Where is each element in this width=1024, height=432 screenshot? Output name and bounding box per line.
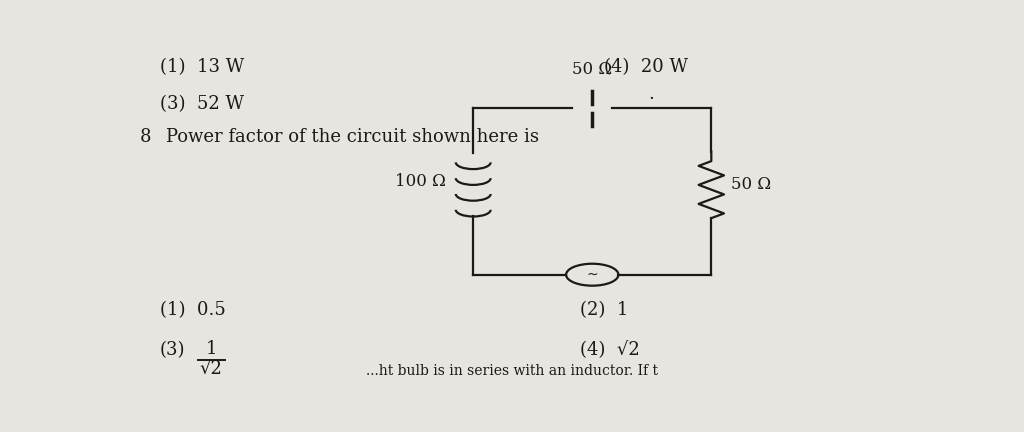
Text: ~: ~ (587, 268, 598, 282)
Text: (2)  1: (2) 1 (581, 302, 629, 319)
Text: 100 Ω: 100 Ω (394, 173, 445, 190)
Text: (3)  52 W: (3) 52 W (160, 95, 244, 113)
Text: 1: 1 (206, 340, 217, 358)
Text: (1)  0.5: (1) 0.5 (160, 302, 225, 319)
Text: 50 Ω: 50 Ω (731, 176, 771, 194)
Text: .: . (648, 85, 653, 103)
Text: (4)  √2: (4) √2 (581, 341, 640, 359)
Text: 50 Ω: 50 Ω (572, 61, 612, 79)
Text: 8: 8 (140, 128, 152, 146)
Text: Power factor of the circuit shown here is: Power factor of the circuit shown here i… (166, 128, 539, 146)
Text: (1)  13 W: (1) 13 W (160, 58, 244, 76)
Text: √2: √2 (200, 360, 223, 378)
Text: (3): (3) (160, 341, 185, 359)
Text: ...ht bulb is in series with an inductor. If t: ...ht bulb is in series with an inductor… (367, 364, 658, 378)
Text: (4)  20 W: (4) 20 W (604, 58, 688, 76)
